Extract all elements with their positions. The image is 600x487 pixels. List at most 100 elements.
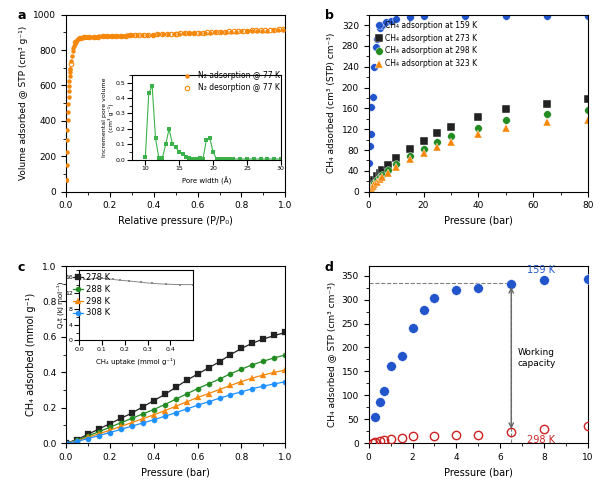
N₂ desorption @ 77 K bbox=[122, 33, 129, 38]
CH₄ adsorption at 159 K bbox=[461, 13, 468, 19]
CH₄ adsorption at 323 K bbox=[373, 179, 380, 185]
N₂ desorption @ 77 K bbox=[163, 31, 170, 37]
CH₄ adsorption at 159 K bbox=[502, 13, 509, 19]
288 K bbox=[172, 396, 179, 402]
298 K bbox=[128, 420, 136, 426]
CH₄ adsorption at 323 K bbox=[584, 117, 592, 123]
N₂ desorption @ 77 K bbox=[217, 29, 224, 35]
288 K bbox=[271, 355, 278, 361]
N₂ desorption @ 77 K bbox=[172, 31, 179, 37]
CH₄ adsorption at 323 K bbox=[366, 187, 373, 193]
CH₄ adsorption at 159 K bbox=[379, 22, 386, 28]
CH₄ adsorption at 323 K bbox=[434, 144, 441, 150]
308 K bbox=[106, 430, 113, 435]
Text: d: d bbox=[325, 261, 334, 274]
288 K bbox=[249, 362, 256, 368]
CH₄ adsorption at 298 K bbox=[367, 186, 374, 191]
288 K bbox=[260, 358, 267, 364]
Y-axis label: CH₄ adsorbed (cm³ (STP) cm⁻³): CH₄ adsorbed (cm³ (STP) cm⁻³) bbox=[327, 33, 336, 173]
298 K bbox=[150, 412, 157, 418]
N₂ desorption @ 77 K bbox=[271, 27, 278, 33]
N₂ desorption @ 77 K bbox=[221, 29, 229, 35]
N₂ desorption @ 77 K bbox=[181, 30, 188, 36]
CH₄ adsorption at 273 K bbox=[502, 107, 509, 112]
CH₄ adsorption at 323 K bbox=[367, 187, 374, 193]
CH₄ adsorption at 273 K bbox=[543, 101, 550, 107]
288 K bbox=[128, 415, 136, 421]
CH₄ adsorption at 323 K bbox=[406, 156, 413, 162]
Line: CH₄ adsorption at 323 K: CH₄ adsorption at 323 K bbox=[365, 116, 592, 194]
N₂ desorption @ 77 K bbox=[72, 39, 79, 45]
Text: b: b bbox=[325, 9, 334, 22]
N₂ desorption @ 77 K bbox=[113, 33, 120, 39]
N₂ desorption @ 77 K bbox=[230, 28, 238, 34]
N₂ desorption @ 77 K bbox=[81, 34, 88, 40]
288 K bbox=[205, 381, 212, 387]
CH₄ adsorption at 298 K bbox=[406, 153, 413, 159]
CH₄ adsorption at 273 K bbox=[584, 96, 592, 102]
N₂ desorption @ 77 K bbox=[235, 28, 242, 34]
N₂ desorption @ 77 K bbox=[167, 31, 175, 37]
N₂ desorption @ 77 K bbox=[226, 28, 233, 34]
Line: 288 K: 288 K bbox=[64, 352, 288, 446]
CH₄ adsorption at 159 K bbox=[367, 144, 374, 150]
Text: c: c bbox=[18, 261, 25, 274]
CH₄ adsorption at 159 K bbox=[543, 13, 550, 19]
278 K bbox=[227, 352, 234, 357]
N₂ desorption @ 77 K bbox=[76, 35, 83, 41]
N₂ desorption @ 77 K bbox=[118, 33, 125, 38]
Legend: CH₄ adsorption at 159 K, CH₄ adsorption at 273 K, CH₄ adsorption at 298 K, CH₄ a: CH₄ adsorption at 159 K, CH₄ adsorption … bbox=[373, 19, 480, 71]
Y-axis label: CH₄ adsorbed @ STP (cm³ cm⁻³): CH₄ adsorbed @ STP (cm³ cm⁻³) bbox=[327, 282, 336, 427]
298 K bbox=[194, 394, 201, 400]
298 K bbox=[205, 391, 212, 396]
Text: 298 K: 298 K bbox=[527, 434, 554, 445]
N₂ desorption @ 77 K bbox=[212, 29, 220, 35]
N₂ desorption @ 77 K bbox=[158, 31, 166, 37]
CH₄ adsorption at 298 K bbox=[371, 180, 378, 186]
CH₄ adsorption at 298 K bbox=[584, 107, 592, 113]
298 K bbox=[85, 434, 92, 440]
CH₄ adsorption at 273 K bbox=[369, 180, 376, 186]
288 K bbox=[95, 429, 103, 434]
Text: Working
capacity: Working capacity bbox=[518, 348, 556, 368]
298 K bbox=[62, 440, 70, 446]
CH₄ adsorption at 273 K bbox=[371, 177, 378, 183]
308 K bbox=[139, 420, 146, 426]
Line: CH₄ adsorption at 159 K: CH₄ adsorption at 159 K bbox=[365, 12, 592, 167]
CH₄ adsorption at 159 K bbox=[369, 94, 376, 100]
278 K bbox=[271, 333, 278, 338]
CH₄ adsorption at 298 K bbox=[373, 177, 380, 183]
CH₄ adsorption at 298 K bbox=[420, 146, 427, 152]
X-axis label: Pressure (bar): Pressure (bar) bbox=[141, 468, 210, 477]
278 K bbox=[282, 330, 289, 336]
CH₄ adsorption at 323 K bbox=[379, 174, 386, 180]
CH₄ adsorption at 273 K bbox=[367, 186, 374, 192]
278 K bbox=[205, 365, 212, 371]
N₂ desorption @ 77 K bbox=[262, 27, 269, 33]
308 K bbox=[238, 389, 245, 395]
N₂ desorption @ 77 K bbox=[257, 27, 265, 33]
278 K bbox=[85, 431, 92, 437]
CH₄ adsorption at 273 K bbox=[373, 173, 380, 179]
Text: a: a bbox=[18, 9, 26, 22]
308 K bbox=[128, 423, 136, 429]
288 K bbox=[194, 386, 201, 392]
308 K bbox=[161, 413, 168, 419]
N₂ desorption @ 77 K bbox=[244, 28, 251, 34]
CH₄ adsorption at 159 K bbox=[406, 14, 413, 19]
CH₄ adsorption at 323 K bbox=[376, 176, 383, 182]
CH₄ adsorption at 159 K bbox=[420, 13, 427, 19]
278 K bbox=[139, 404, 146, 410]
N₂ desorption @ 77 K bbox=[85, 34, 92, 40]
CH₄ adsorption at 298 K bbox=[392, 161, 400, 167]
N₂ desorption @ 77 K bbox=[190, 30, 197, 36]
CH₄ adsorption at 323 K bbox=[367, 186, 374, 192]
288 K bbox=[85, 433, 92, 439]
N₂ desorption @ 77 K bbox=[154, 32, 161, 37]
CH₄ adsorption at 323 K bbox=[420, 150, 427, 155]
298 K bbox=[227, 382, 234, 388]
288 K bbox=[161, 402, 168, 408]
298 K bbox=[249, 375, 256, 381]
CH₄ adsorption at 159 K bbox=[387, 18, 394, 24]
278 K bbox=[260, 336, 267, 342]
